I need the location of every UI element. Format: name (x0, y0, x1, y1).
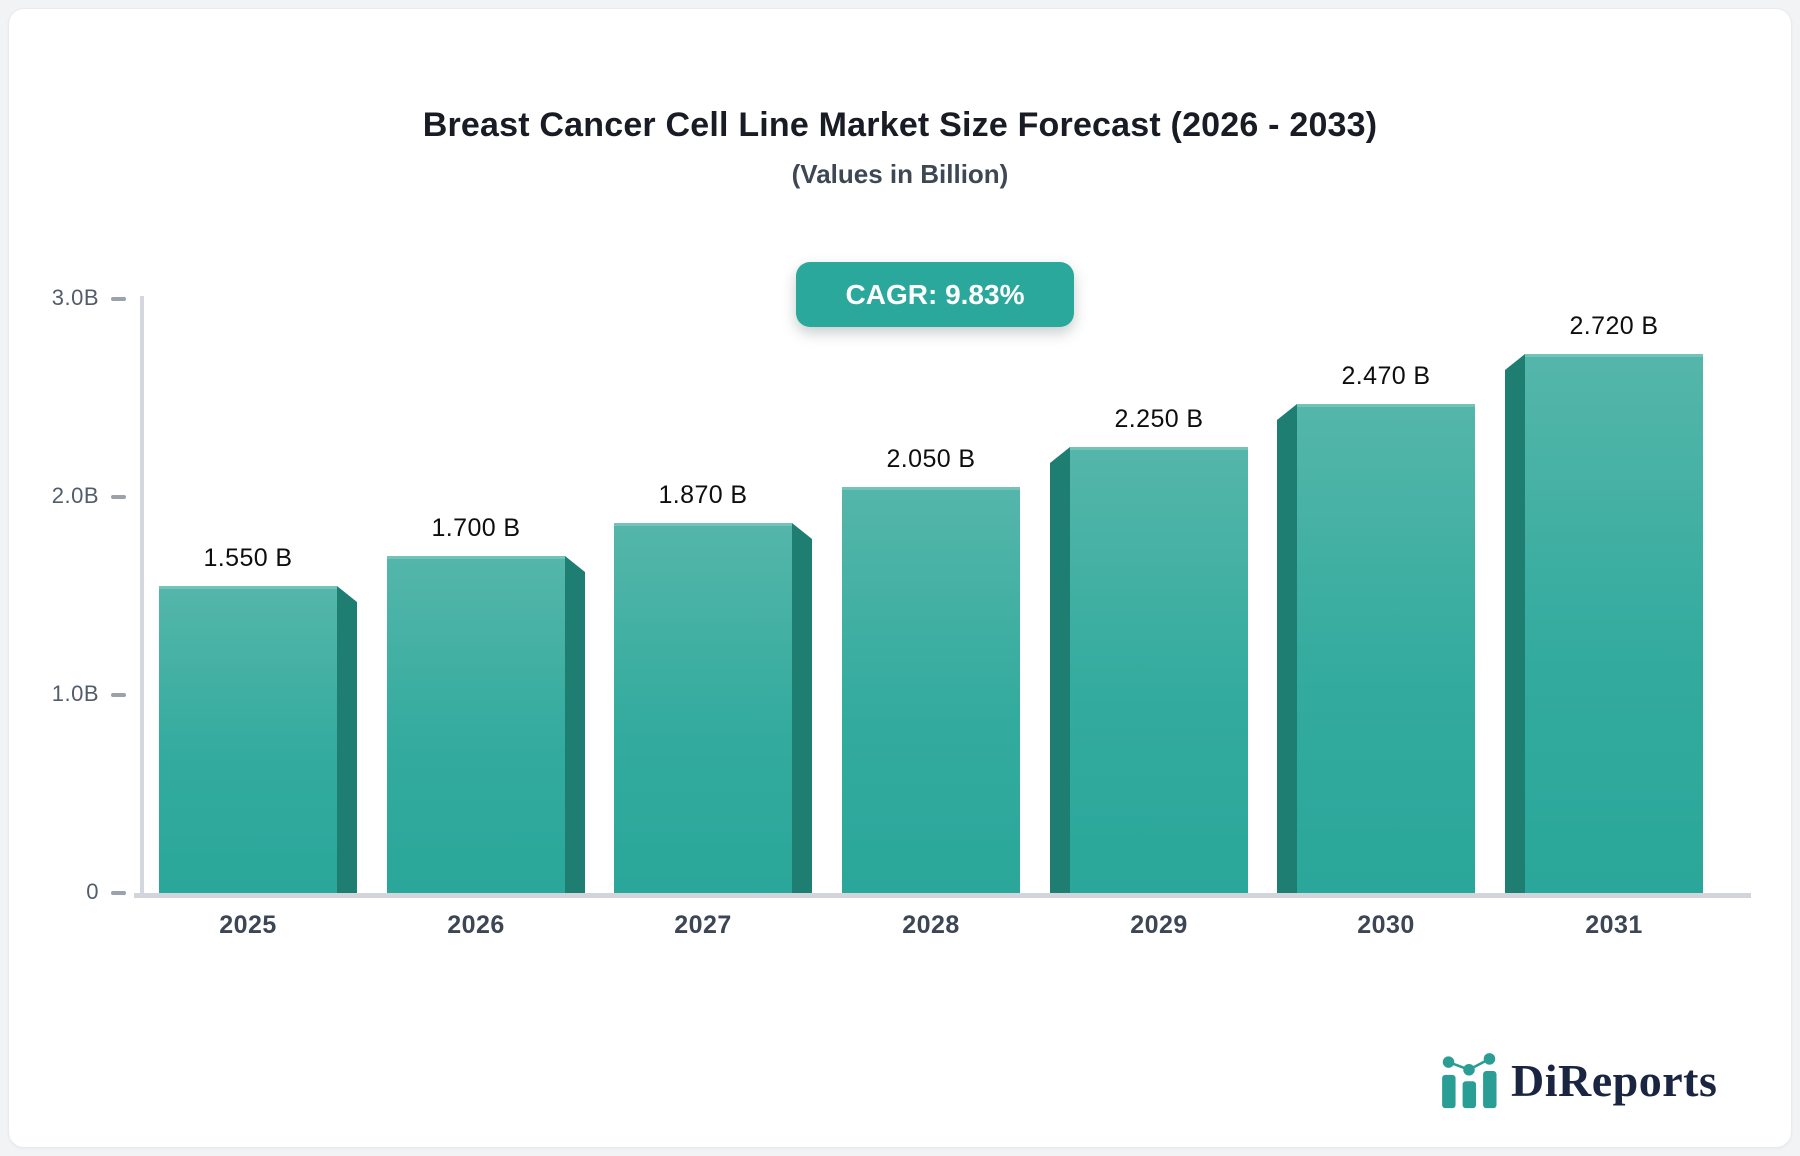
y-tick-label: 2.0B (51, 483, 99, 508)
logo-chart-icon (1437, 1048, 1501, 1112)
bar-side (1050, 447, 1070, 893)
bar-value-label: 1.700 B (431, 514, 521, 542)
bar-value-label: 1.550 B (203, 544, 293, 572)
bar-side (1505, 354, 1525, 893)
x-axis-label: 2027 (674, 911, 732, 939)
y-axis-line (140, 296, 144, 895)
bar-value-label: 2.050 B (886, 445, 976, 473)
y-tick (111, 693, 126, 697)
bar-face[interactable] (387, 556, 565, 893)
x-axis-label: 2028 (902, 911, 960, 939)
bar-face[interactable] (1070, 447, 1248, 893)
y-tick-label: 0 (86, 879, 99, 904)
cagr-badge: CAGR: 9.83% (796, 262, 1074, 327)
bar-side (1277, 404, 1297, 893)
bar-value-label: 2.470 B (1341, 362, 1431, 390)
x-axis-label: 2031 (1585, 911, 1643, 939)
bar-value-label: 1.870 B (658, 481, 748, 509)
brand-logo[interactable]: DiReports (1437, 1042, 1717, 1118)
y-tick-label: 1.0B (51, 681, 99, 706)
bar-value-label: 2.250 B (1114, 405, 1204, 433)
x-axis-label: 2025 (219, 911, 277, 939)
y-tick (111, 495, 126, 499)
bar-face[interactable] (1525, 354, 1703, 893)
logo-text: DiReports (1511, 1054, 1718, 1106)
bar-face[interactable] (1297, 404, 1475, 893)
bar-side (565, 556, 585, 893)
bar-face[interactable] (614, 523, 792, 893)
bar-value-label: 2.720 B (1569, 312, 1659, 340)
x-axis-label: 2030 (1357, 911, 1415, 939)
chart-subtitle: (Values in Billion) (791, 159, 1009, 189)
y-tick (111, 891, 126, 895)
x-axis-label: 2029 (1130, 911, 1188, 939)
x-axis-label: 2026 (447, 911, 505, 939)
bar-side (792, 523, 812, 893)
chart-title: Breast Cancer Cell Line Market Size Fore… (422, 106, 1378, 144)
x-axis-baseline (134, 893, 1751, 898)
y-tick (111, 297, 126, 301)
bar-side (337, 586, 357, 893)
bar-face[interactable] (842, 487, 1020, 893)
chart-card: Breast Cancer Cell Line Market Size Fore… (8, 8, 1792, 1148)
bar-face[interactable] (159, 586, 337, 893)
y-tick-label: 3.0B (51, 285, 99, 310)
